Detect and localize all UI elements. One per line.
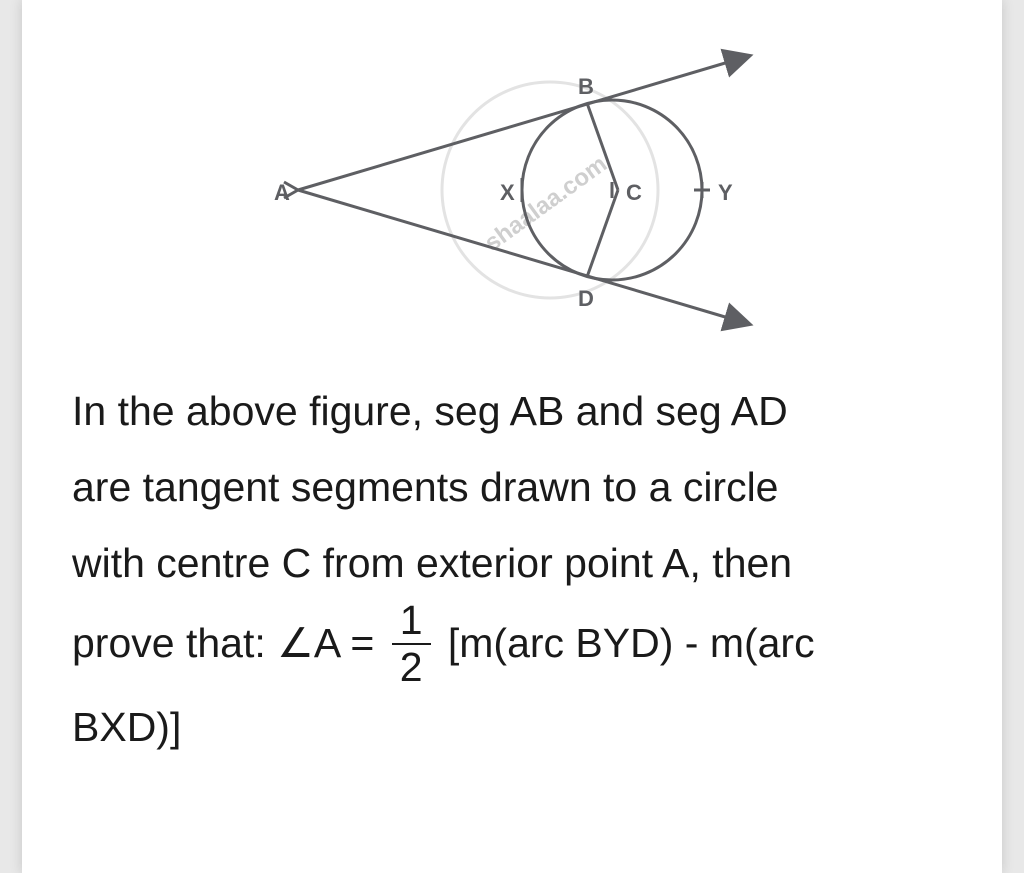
geometry-diagram: shaalaa.com A B D X (62, 20, 962, 350)
problem-line-5: BXD)] (72, 690, 952, 766)
label-b: B (578, 74, 594, 99)
fraction-half: 1 2 (392, 600, 431, 688)
label-a: A (274, 180, 290, 205)
problem-statement: In the above figure, seg AB and seg AD a… (62, 374, 962, 765)
problem-line-1: In the above figure, seg AB and seg AD (72, 374, 952, 450)
prove-prefix: prove that: ∠A = (72, 619, 386, 665)
problem-line-3: with centre C from exterior point A, the… (72, 526, 952, 602)
after-fraction: [m(arc BYD) - m(arc (437, 619, 815, 665)
chord-d (587, 190, 618, 277)
tick-y (694, 182, 710, 198)
label-c: C (626, 180, 642, 205)
page: shaalaa.com A B D X (22, 0, 1002, 873)
label-y: Y (718, 180, 733, 205)
diagram-svg: shaalaa.com A B D X (202, 20, 822, 350)
fraction-numerator: 1 (392, 600, 431, 643)
fraction-denominator: 2 (392, 645, 431, 688)
label-x: X (500, 180, 515, 205)
problem-line-2: are tangent segments drawn to a circle (72, 450, 952, 526)
tangent-ab (298, 58, 742, 190)
problem-line-4: prove that: ∠A = 1 2 [m(arc BYD) - m(arc (72, 602, 952, 690)
label-d: D (578, 286, 594, 311)
